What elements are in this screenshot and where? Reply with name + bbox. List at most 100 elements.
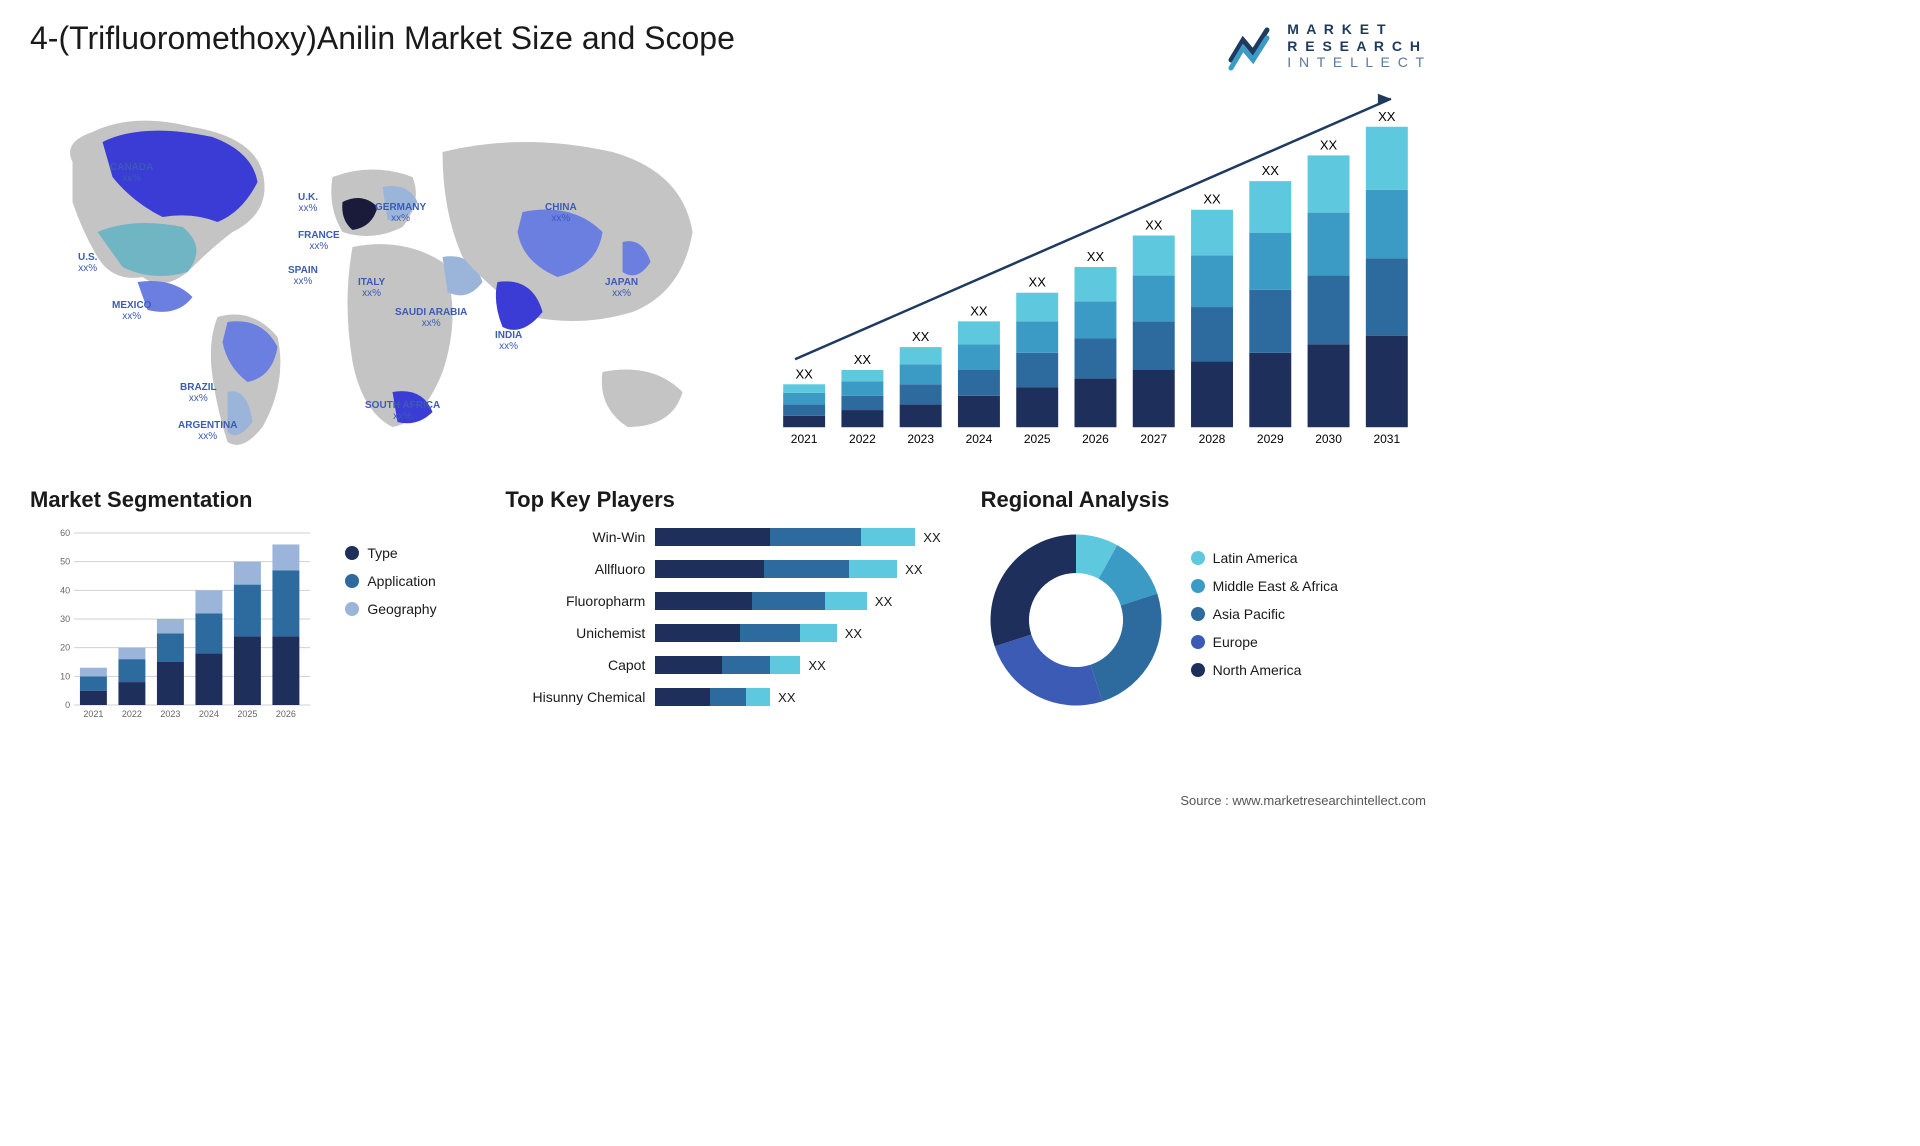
legend-item: Type (345, 545, 475, 561)
svg-text:2021: 2021 (83, 709, 103, 719)
svg-text:30: 30 (60, 614, 70, 624)
svg-text:XX: XX (1378, 109, 1396, 124)
player-name: Allfluoro (505, 561, 655, 577)
player-value: XX (778, 690, 795, 705)
svg-text:XX: XX (912, 329, 930, 344)
svg-text:2023: 2023 (907, 432, 934, 446)
player-name: Win-Win (505, 529, 655, 545)
player-row: Capot XX (505, 653, 950, 677)
source-text: Source : www.marketresearchintellect.com (1180, 793, 1426, 808)
map-label: INDIAxx% (495, 330, 522, 352)
legend-item: Europe (1191, 634, 1426, 650)
player-bar (655, 592, 867, 610)
player-value: XX (923, 530, 940, 545)
legend-item: Asia Pacific (1191, 606, 1426, 622)
map-label: SAUDI ARABIAxx% (395, 307, 467, 329)
map-label: SPAINxx% (288, 265, 318, 287)
map-label: MEXICOxx% (112, 300, 151, 322)
bottom-row: Market Segmentation 01020304050602021202… (30, 487, 1426, 757)
players-chart: Win-WinXXAllfluoroXXFluoropharmXXUnichem… (505, 525, 950, 725)
growth-bar-chart: XX 2021 XX 2022 XX 2023 XX 2024 XX 2025 XX 2026 XX 20… (775, 92, 1416, 462)
growth-chart-panel: XX 2021 XX 2022 XX 2023 XX 2024 XX 2025 XX 2026 XX 20… (765, 82, 1426, 462)
svg-text:20: 20 (60, 643, 70, 653)
svg-text:XX: XX (1320, 137, 1338, 152)
svg-text:2029: 2029 (1257, 432, 1284, 446)
svg-text:2026: 2026 (1082, 432, 1109, 446)
legend-item: Geography (345, 601, 475, 617)
svg-text:2024: 2024 (966, 432, 993, 446)
map-label: FRANCExx% (298, 230, 340, 252)
svg-text:XX: XX (970, 303, 988, 318)
player-bar (655, 688, 770, 706)
svg-text:XX: XX (854, 352, 872, 367)
svg-text:XX: XX (1087, 249, 1105, 264)
player-value: XX (875, 594, 892, 609)
logo-line2: R E S E A R C H (1287, 38, 1426, 55)
player-value: XX (808, 658, 825, 673)
player-name: Capot (505, 657, 655, 673)
player-row: Unichemist XX (505, 621, 950, 645)
svg-text:2030: 2030 (1315, 432, 1342, 446)
svg-text:2022: 2022 (849, 432, 876, 446)
svg-text:XX: XX (1029, 275, 1047, 290)
player-name: Unichemist (505, 625, 655, 641)
svg-text:0: 0 (65, 700, 70, 710)
player-name: Fluoropharm (505, 593, 655, 609)
player-bar (655, 624, 836, 642)
player-bar (655, 656, 800, 674)
regional-donut (981, 525, 1171, 715)
svg-text:10: 10 (60, 671, 70, 681)
svg-text:2031: 2031 (1374, 432, 1401, 446)
map-label: BRAZILxx% (180, 382, 217, 404)
players-title: Top Key Players (505, 487, 950, 513)
svg-text:2028: 2028 (1199, 432, 1226, 446)
svg-text:XX: XX (1262, 163, 1280, 178)
segmentation-title: Market Segmentation (30, 487, 475, 513)
legend-item: North America (1191, 662, 1426, 678)
map-label: CHINAxx% (545, 202, 577, 224)
segmentation-panel: Market Segmentation 01020304050602021202… (30, 487, 475, 757)
top-row: CANADAxx% U.S.xx% MEXICOxx% BRAZILxx% ARGENT… (30, 82, 1426, 462)
logo-line1: M A R K E T (1287, 21, 1426, 38)
map-label: GERMANYxx% (375, 202, 426, 224)
map-label: U.S.xx% (78, 252, 97, 274)
player-value: XX (845, 626, 862, 641)
map-label: ARGENTINAxx% (178, 420, 237, 442)
header: 4-(Trifluoromethoxy)Anilin Market Size a… (30, 20, 1426, 72)
player-bar (655, 528, 915, 546)
map-label: SOUTH AFRICAxx% (365, 400, 440, 422)
legend-item: Middle East & Africa (1191, 578, 1426, 594)
logo-line3: I N T E L L E C T (1287, 54, 1426, 71)
map-label: CANADAxx% (110, 162, 153, 184)
brand-logo: M A R K E T R E S E A R C H I N T E L L … (1227, 20, 1426, 72)
svg-text:2021: 2021 (791, 432, 818, 446)
legend-item: Latin America (1191, 550, 1426, 566)
svg-text:50: 50 (60, 557, 70, 567)
svg-text:2023: 2023 (160, 709, 180, 719)
logo-text: M A R K E T R E S E A R C H I N T E L L … (1287, 21, 1426, 71)
svg-text:2022: 2022 (122, 709, 142, 719)
logo-icon (1227, 20, 1279, 72)
player-row: Hisunny Chemical XX (505, 685, 950, 709)
players-panel: Top Key Players Win-Win XX Allfluoro XX Fluo… (505, 487, 950, 757)
segmentation-chart: 0102030405060202120222023202420252026 (30, 525, 330, 725)
svg-text:2025: 2025 (1024, 432, 1051, 446)
svg-text:XX: XX (1145, 218, 1163, 233)
player-value: XX (905, 562, 922, 577)
player-bar (655, 560, 897, 578)
page-title: 4-(Trifluoromethoxy)Anilin Market Size a… (30, 20, 735, 57)
svg-text:60: 60 (60, 528, 70, 538)
player-row: Allfluoro XX (505, 557, 950, 581)
svg-text:2025: 2025 (237, 709, 257, 719)
map-label: U.K.xx% (298, 192, 318, 214)
regional-title: Regional Analysis (981, 487, 1426, 513)
legend-item: Application (345, 573, 475, 589)
svg-text:2027: 2027 (1140, 432, 1167, 446)
svg-text:2024: 2024 (199, 709, 219, 719)
world-map-panel: CANADAxx% U.S.xx% MEXICOxx% BRAZILxx% ARGENT… (30, 82, 735, 462)
player-name: Hisunny Chemical (505, 689, 655, 705)
segmentation-legend: Type Application Geography (345, 525, 475, 725)
map-label: ITALYxx% (358, 277, 385, 299)
svg-text:XX: XX (796, 366, 814, 381)
regional-legend: Latin America Middle East & Africa Asia Pa… (1191, 550, 1426, 690)
